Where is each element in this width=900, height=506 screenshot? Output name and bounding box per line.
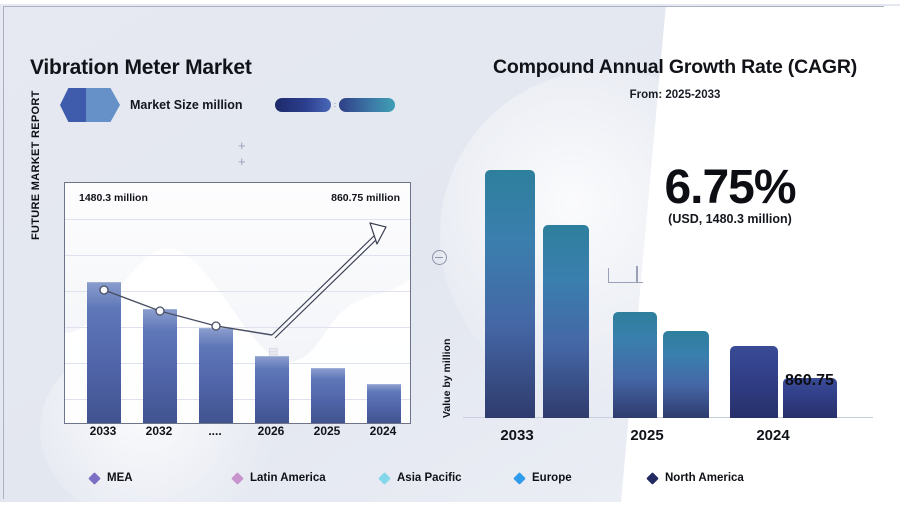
pill-separator: : <box>334 101 336 109</box>
cagr-value: 6.75% <box>664 161 796 214</box>
right-chart-data-label: 860.75 <box>785 372 834 389</box>
rbar-2033-primary <box>485 170 535 418</box>
legend-item-europe[interactable]: Europe <box>513 471 572 485</box>
left-panel-title: Vibration Meter Market <box>30 56 252 79</box>
bar-dots <box>199 328 233 423</box>
left-chart-bars <box>65 183 410 423</box>
xtick-3: 2026 <box>257 424 285 438</box>
legend-label-europe: Europe <box>532 472 572 484</box>
bracket-decoration <box>608 268 643 283</box>
left-chart-y-axis-label: FUTURE MARKET REPORT <box>30 90 42 240</box>
hexagon-logo-icon <box>60 88 120 122</box>
gradient-pill-primary <box>275 98 331 112</box>
cagr-usd-note: (USD, 1480.3 million) <box>668 212 792 226</box>
bracket-decoration-tip <box>636 266 638 282</box>
xtick-5: 2024 <box>369 424 397 438</box>
legend-item-mea[interactable]: MEA <box>88 471 133 485</box>
right-bar-chart: 2033 2025 2024 860.75 <box>455 150 885 444</box>
gradient-pill-group: : <box>275 98 395 112</box>
legend-label-latin-america: Latin America <box>250 472 326 484</box>
bar-2025 <box>311 368 345 423</box>
legend-item-north-america[interactable]: North America <box>646 471 744 485</box>
growth-arrow-icon <box>271 222 387 339</box>
region-legend: MEA Latin America Asia Pacific Europe No… <box>0 466 900 490</box>
market-size-legend-label: Market Size million <box>130 98 243 112</box>
legend-marker-asia-pacific <box>378 471 391 485</box>
xtick-0: 2033 <box>89 424 117 438</box>
watermark-icon-a: ▤ <box>268 346 279 358</box>
left-chart-value-label-start: 1480.3 million <box>79 192 148 204</box>
bar-2033 <box>87 282 121 423</box>
rbar-2033-secondary <box>543 225 589 418</box>
rbar-2024-secondary <box>783 378 837 418</box>
legend-marker-mea <box>88 471 101 485</box>
left-chart-x-axis: 2033 2032 .... 2026 2025 2024 <box>64 424 409 446</box>
left-chart-trend-line <box>99 222 387 339</box>
left-chart-y-axis-right-label: Value by million <box>441 338 453 418</box>
left-chart-value-label-end: 860.75 million <box>331 192 400 204</box>
legend-marker-north-america <box>646 471 659 485</box>
right-xtick-2024: 2024 <box>756 427 790 444</box>
right-panel-title: Compound Annual Growth Rate (CAGR) <box>492 56 858 78</box>
rbar-2025-primary <box>613 312 657 418</box>
rbar-2025-secondary <box>663 331 709 418</box>
right-panel-subtitle: From: 2025-2033 <box>629 89 721 101</box>
legend-marker-europe <box>513 471 526 485</box>
xtick-2: .... <box>208 424 222 438</box>
left-bar-chart: 1480.3 million 860.75 million ▤ ▤ <box>64 182 411 424</box>
minus-circle-icon <box>432 250 447 265</box>
legend-label-mea: MEA <box>107 472 133 484</box>
xtick-4: 2025 <box>313 424 341 438</box>
legend-item-latin-america[interactable]: Latin America <box>231 471 326 485</box>
plus-decoration-icon: + + <box>238 138 246 169</box>
legend-label-north-america: North America <box>665 472 744 484</box>
right-xtick-2033: 2033 <box>500 427 534 444</box>
xtick-1: 2032 <box>145 424 173 438</box>
legend-item-asia-pacific[interactable]: Asia Pacific <box>378 471 462 485</box>
bar-2024 <box>367 384 401 423</box>
legend-marker-latin-america <box>231 471 244 485</box>
right-xtick-2025: 2025 <box>630 427 664 444</box>
rbar-2024-primary <box>730 346 778 418</box>
market-size-legend: Market Size million <box>60 88 243 122</box>
bar-2026 <box>255 356 289 423</box>
legend-label-asia-pacific: Asia Pacific <box>397 472 462 484</box>
gradient-pill-secondary <box>338 98 395 112</box>
